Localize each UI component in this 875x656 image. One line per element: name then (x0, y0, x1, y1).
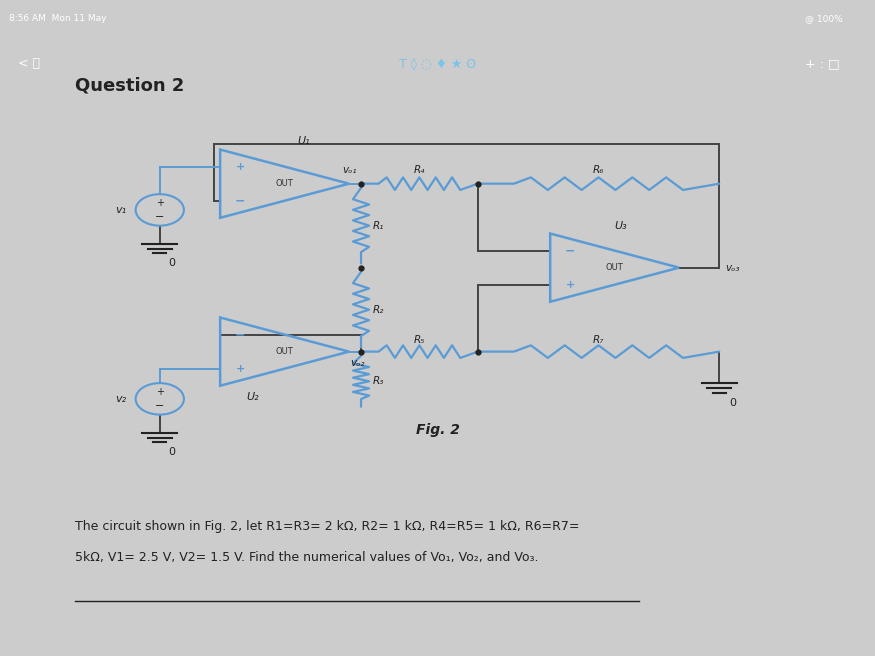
Text: R₂: R₂ (373, 304, 384, 315)
Text: vₒ₃: vₒ₃ (725, 262, 740, 273)
Text: +: + (156, 198, 164, 208)
Text: −: − (565, 244, 576, 257)
Text: The circuit shown in Fig. 2, let R1=R3= 2 kΩ, R2= 1 kΩ, R4=R5= 1 kΩ, R6=R7=: The circuit shown in Fig. 2, let R1=R3= … (75, 520, 580, 533)
Text: v₁: v₁ (115, 205, 126, 215)
Text: U₁: U₁ (298, 136, 310, 146)
Text: OUT: OUT (276, 179, 293, 188)
Text: OUT: OUT (276, 347, 293, 356)
Text: −: − (235, 328, 246, 341)
Text: 0: 0 (168, 447, 175, 457)
Text: R₅: R₅ (414, 335, 425, 344)
Text: 0: 0 (729, 398, 736, 408)
Text: U₃: U₃ (615, 221, 627, 232)
Text: 0: 0 (168, 258, 175, 268)
Text: R₄: R₄ (414, 165, 425, 175)
Text: +: + (566, 279, 575, 290)
Text: Question 2: Question 2 (75, 76, 185, 94)
Text: 8:56 AM  Mon 11 May: 8:56 AM Mon 11 May (9, 14, 106, 23)
Text: U₂: U₂ (246, 392, 259, 402)
Text: +: + (235, 161, 245, 172)
Text: v₂: v₂ (115, 394, 126, 404)
Text: OUT: OUT (606, 263, 624, 272)
Text: Fig. 2: Fig. 2 (416, 423, 459, 438)
Text: 5kΩ, V1= 2.5 V, V2= 1.5 V. Find the numerical values of Vo₁, Vo₂, and Vo₃.: 5kΩ, V1= 2.5 V, V2= 1.5 V. Find the nume… (75, 551, 539, 564)
Text: + : □: + : □ (805, 58, 840, 70)
Text: R₆: R₆ (593, 165, 605, 175)
Text: vₒ₂: vₒ₂ (350, 358, 364, 368)
Text: −: − (235, 194, 246, 207)
Text: R₃: R₃ (373, 377, 384, 386)
Text: < ⎈: < ⎈ (18, 58, 39, 70)
Text: @ 100%: @ 100% (805, 14, 843, 23)
Text: T ◊ ◌ ♦ ★ ʘ: T ◊ ◌ ♦ ★ ʘ (399, 57, 476, 71)
Text: −: − (155, 401, 164, 411)
Text: +: + (235, 363, 245, 374)
Text: R₁: R₁ (373, 220, 384, 231)
Text: +: + (156, 387, 164, 397)
Text: R₇: R₇ (593, 335, 605, 344)
Text: −: − (155, 212, 164, 222)
Text: vₒ₁: vₒ₁ (342, 165, 357, 175)
